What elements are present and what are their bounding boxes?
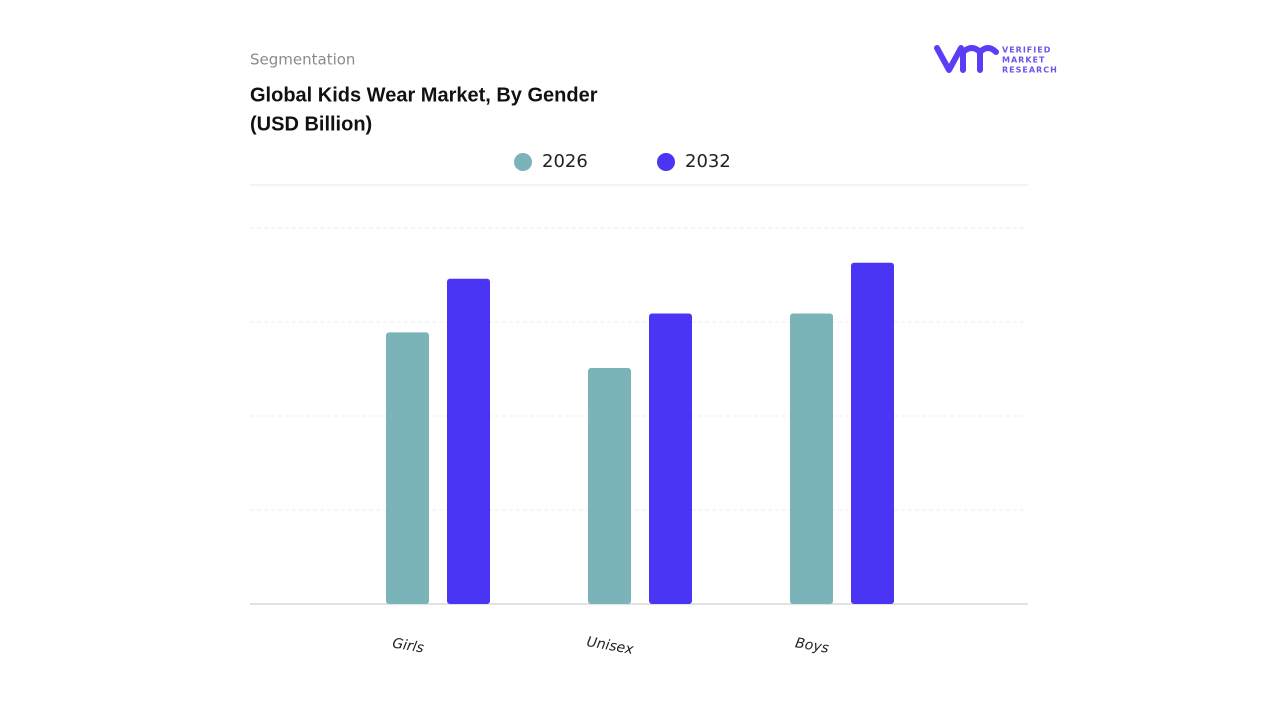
bar [588,368,631,604]
bar [386,332,429,604]
logo-text: MARKET [1002,56,1045,65]
chart-title: Global Kids Wear Market, By Gender [250,84,598,106]
legend-label: 2032 [685,151,731,172]
legend-swatch [514,153,532,171]
chart-subtitle: Segmentation [250,51,355,69]
bar [790,313,833,604]
legend-swatch [657,153,675,171]
legend-label: 2026 [542,151,588,172]
chart-title: (USD Billion) [250,113,372,135]
bar [851,262,894,604]
logo-mark [934,45,999,73]
x-tick-label: Boys [794,635,830,657]
x-tick-label: Unisex [585,634,635,658]
logo-text: VERIFIED [1002,46,1051,55]
bar [649,313,692,604]
bar [447,278,490,604]
logo-text: RESEARCH [1002,66,1058,75]
logo: VERIFIED MARKET RESEARCH [934,45,1058,75]
x-tick-label: Girls [391,635,425,656]
